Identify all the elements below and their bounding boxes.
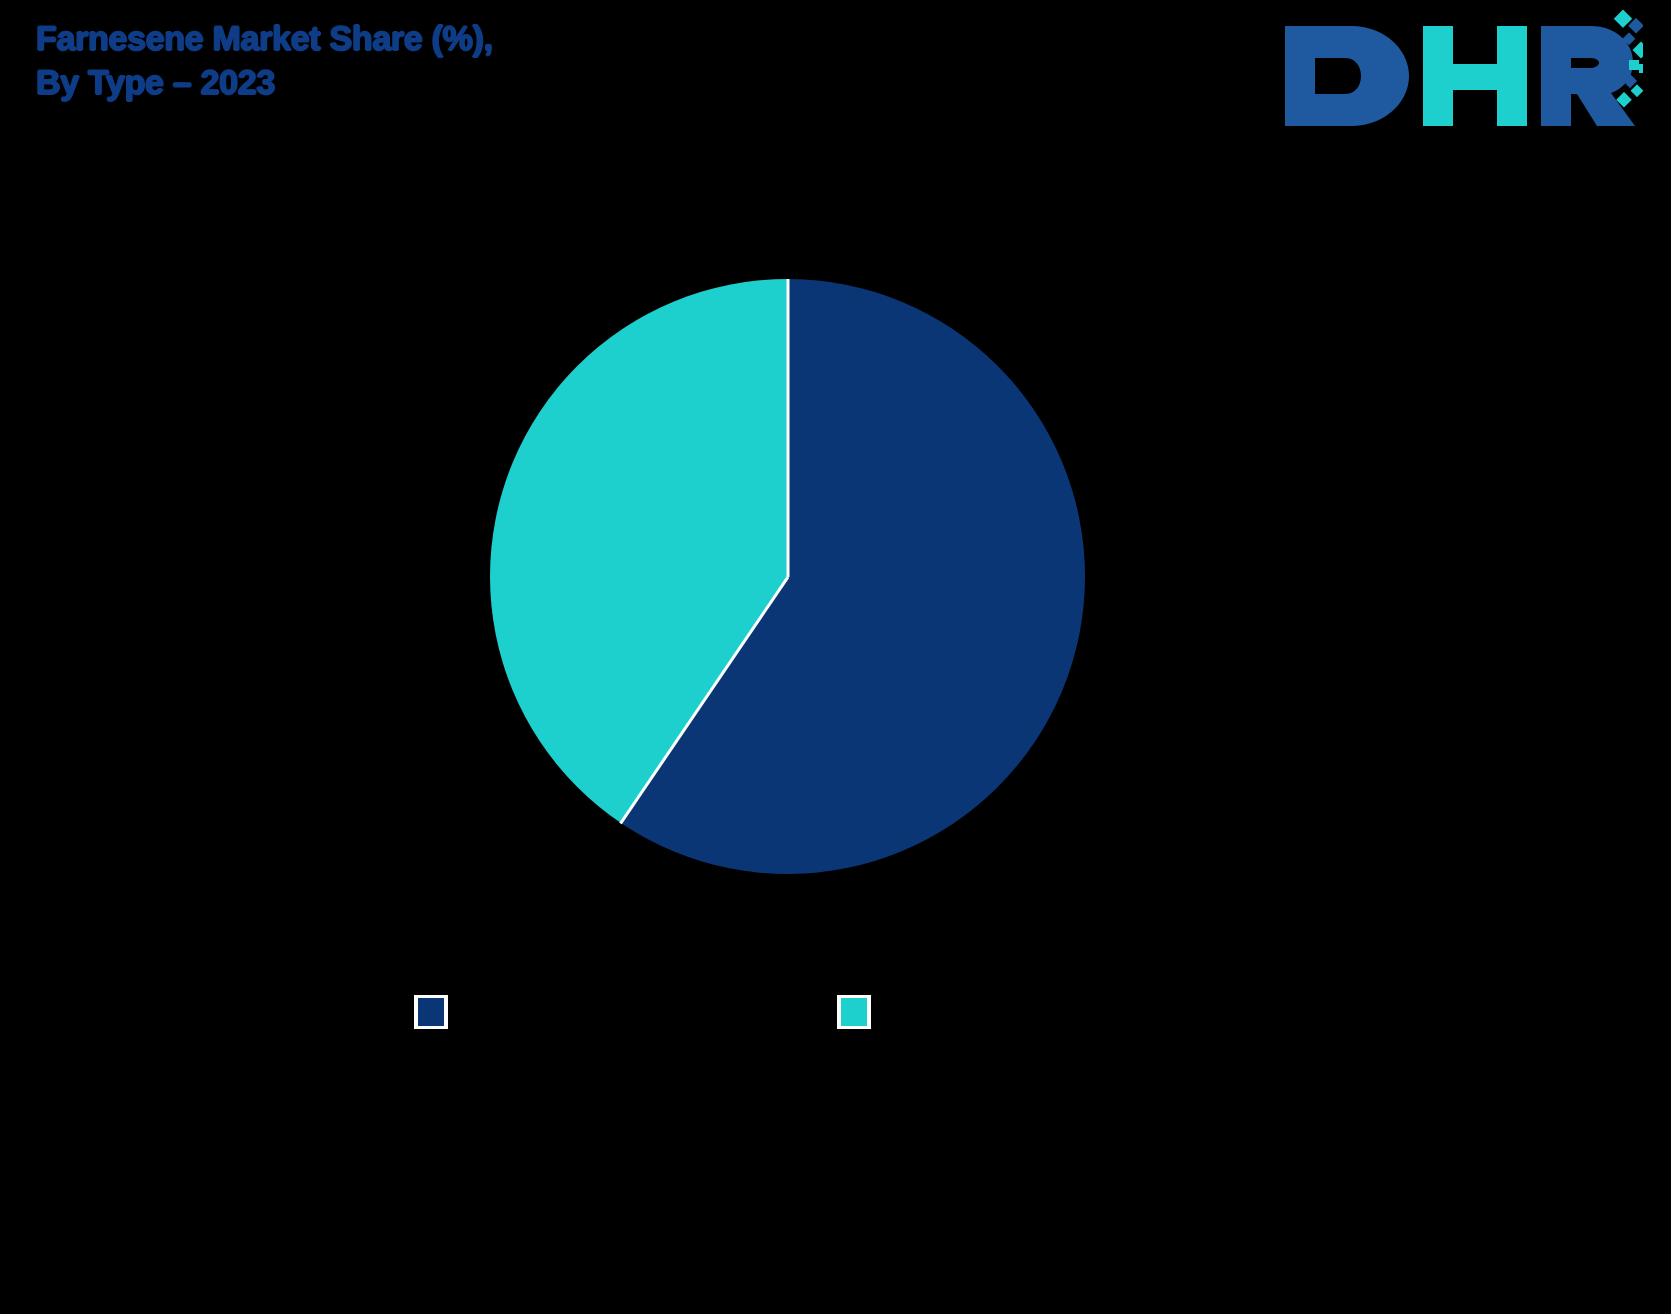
logo-letter-r xyxy=(1541,26,1635,126)
logo-letter-h-right xyxy=(1497,26,1527,126)
pie-chart xyxy=(490,279,1085,874)
legend-swatch-cyan-icon xyxy=(837,995,871,1029)
legend-item-1[interactable] xyxy=(837,994,885,1030)
dhr-logo-svg xyxy=(1285,9,1650,126)
logo-letter-d-bar xyxy=(1285,58,1315,94)
legend-swatch-dark-blue-icon xyxy=(414,995,448,1029)
logo-letter-h-mid xyxy=(1453,64,1497,90)
dhr-logo xyxy=(1273,8,1650,144)
logo-letter-h-left xyxy=(1423,26,1453,126)
logo-letter-d xyxy=(1285,26,1409,126)
legend-item-0[interactable] xyxy=(414,994,462,1030)
chart-legend xyxy=(0,994,1671,1034)
pie-divider-top xyxy=(786,279,789,577)
page-title: Farnesene Market Share (%), By Type – 20… xyxy=(36,20,493,102)
